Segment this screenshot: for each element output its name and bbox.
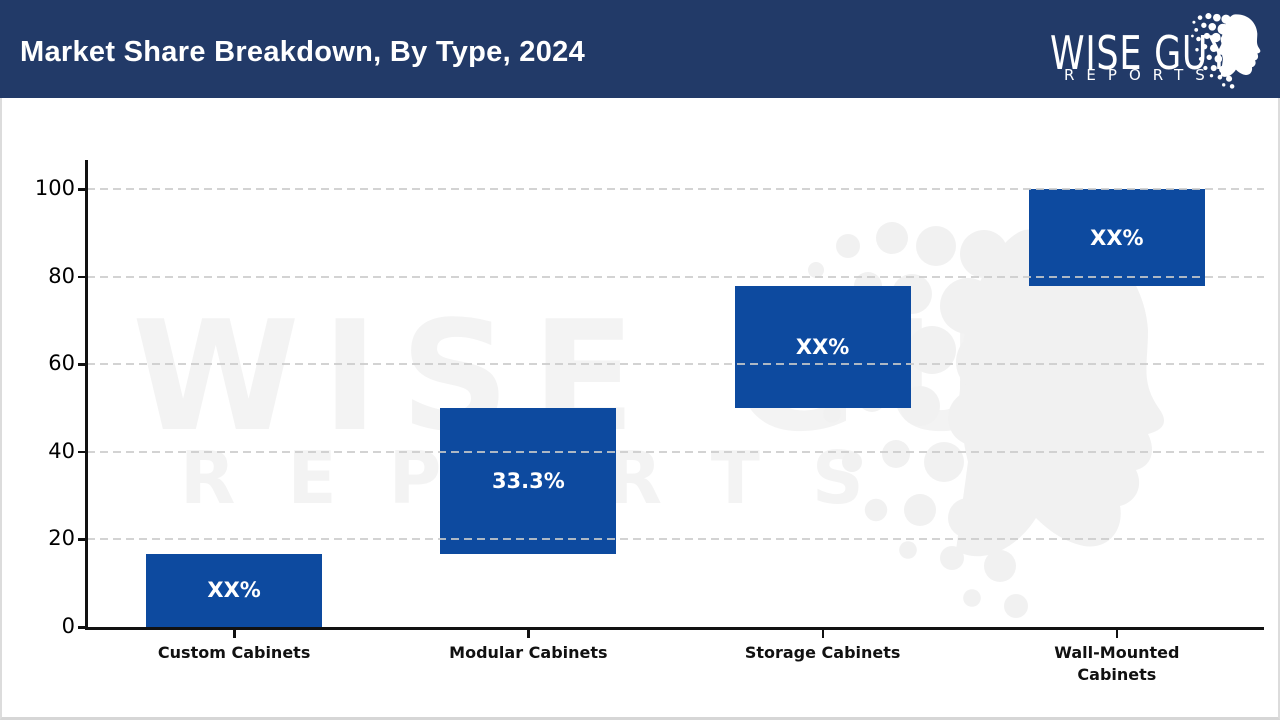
header-bar: Market Share Breakdown, By Type, 2024 WI… [0,0,1280,98]
y-tick-label: 60 [48,351,75,376]
y-tick-label: 20 [48,526,75,551]
gridline-60 [87,363,1264,366]
chart-title: Market Share Breakdown, By Type, 2024 [20,36,586,68]
logo-subtitle: REPORTS [1064,66,1217,84]
x-tick [821,629,825,638]
bar-value-label: XX% [1090,225,1144,250]
y-tick-label: 0 [61,614,75,638]
y-tick-40 [78,450,87,454]
gridline-40 [87,450,1264,453]
category-label: Custom Cabinets [157,643,311,662]
head-dots-icon [1191,13,1261,89]
y-tick-80 [78,275,87,279]
bar-segment [1028,189,1205,287]
gridline-100 [87,188,1264,190]
y-tick-label: 100 [34,176,75,200]
y-tick-label: 80 [48,263,75,288]
bar-segment [440,408,617,554]
bar-value-label: 33.3% [491,468,565,493]
bar-value-label: XX% [207,578,261,603]
category-label: Modular Cabinets [449,643,608,662]
x-tick [527,629,530,638]
x-tick [233,629,236,638]
x-axis [85,627,1264,630]
y-tick-label: 40 [48,438,75,463]
category-label: Wall-Mounted Cabinets [1054,643,1180,684]
category-label: Storage Cabinets [744,643,901,662]
gridline-20 [87,538,1264,541]
y-tick-100 [78,188,87,191]
bar-value-label: XX% [795,335,850,360]
y-tick-60 [78,363,87,366]
y-tick-0 [78,626,87,629]
y-tick-20 [78,538,87,541]
bar-segment [734,286,911,408]
gridline-80 [87,275,1264,278]
y-axis [85,160,88,629]
x-tick [1115,629,1119,638]
bar-segment [146,553,323,627]
logo-wordmark: WISE GUY [1050,26,1231,80]
wise-guy-reports-logo: WISE GUY REPORTS [1012,4,1272,96]
